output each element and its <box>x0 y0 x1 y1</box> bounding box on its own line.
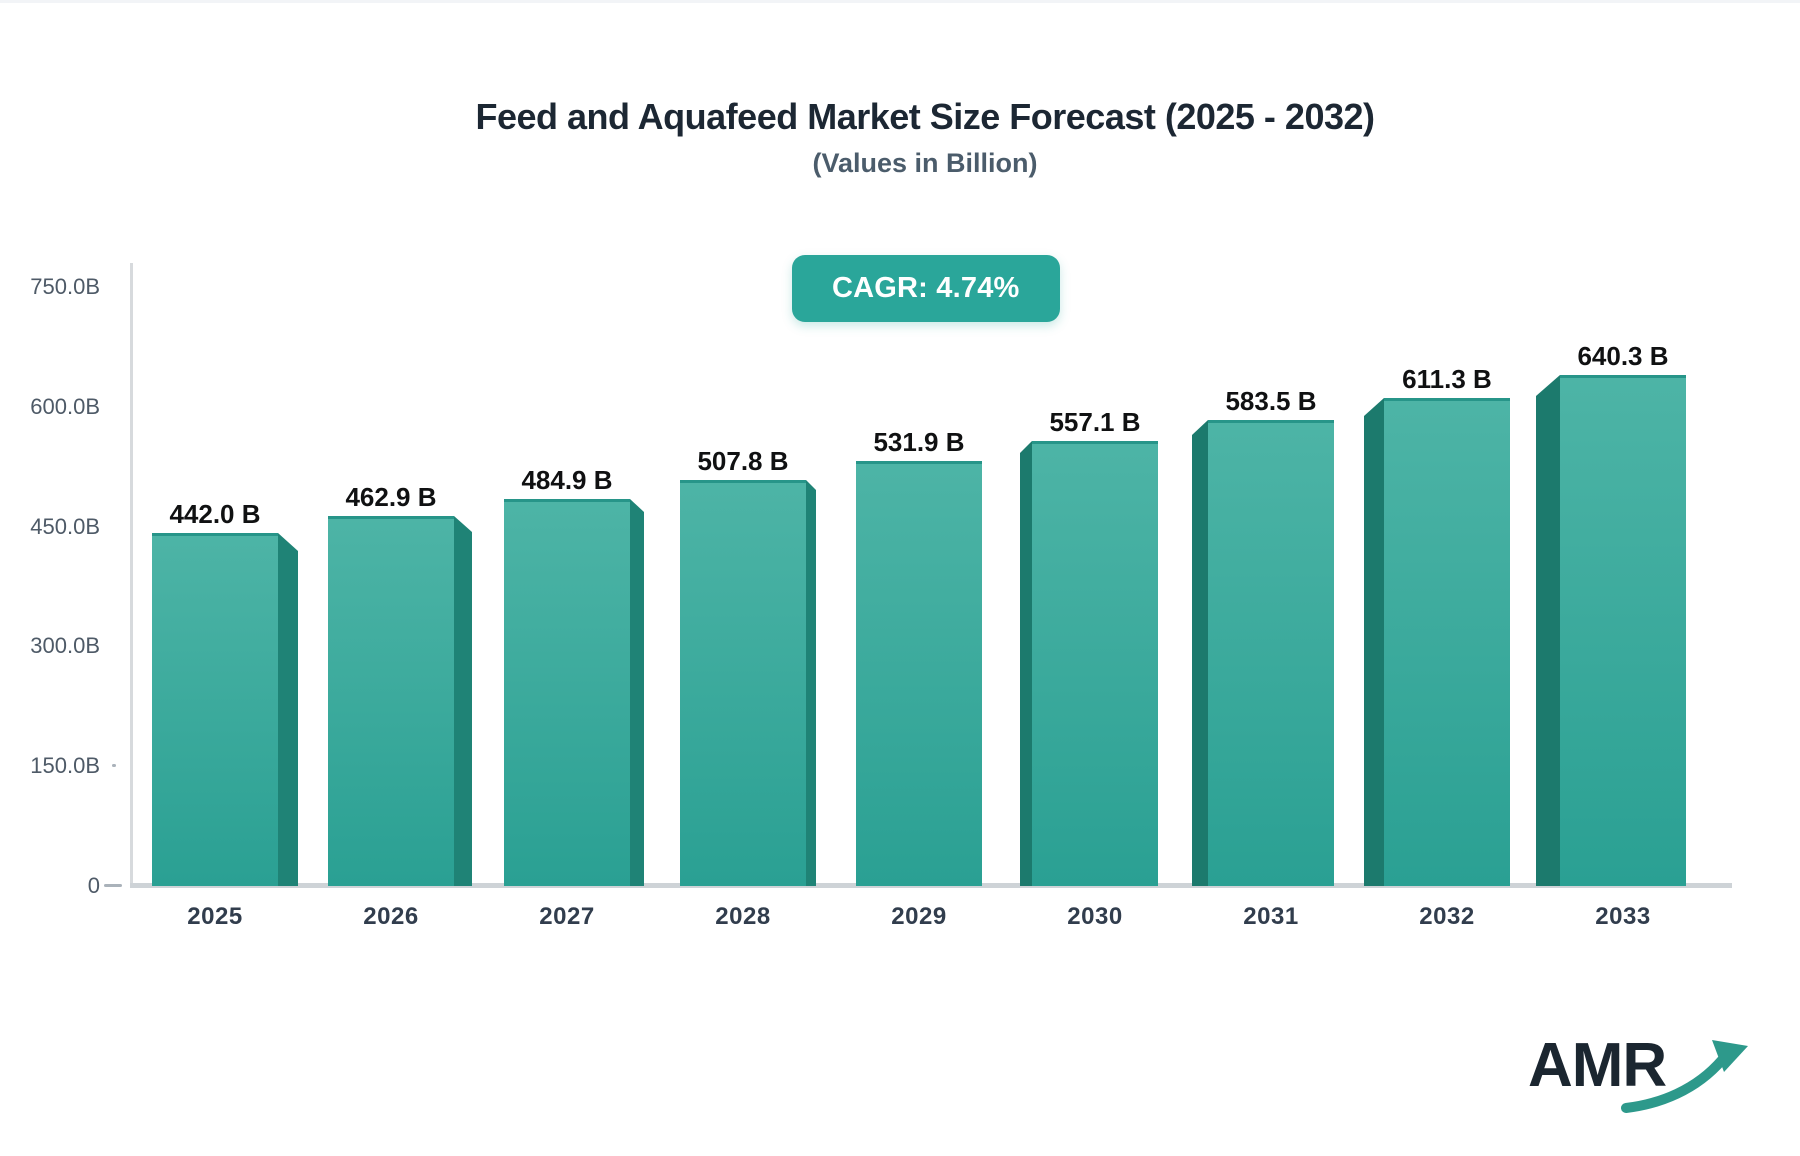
y-tick-label: 150.0B <box>30 753 100 779</box>
bar-2031 <box>1208 420 1334 886</box>
x-tick-label-2032: 2032 <box>1419 903 1475 930</box>
bar-2026 <box>328 516 454 886</box>
x-tick-label-2026: 2026 <box>363 903 419 930</box>
bar-side-2031 <box>1192 420 1208 886</box>
bar-side-2025 <box>278 533 298 886</box>
bar-side-2032 <box>1364 398 1384 886</box>
chart-subtitle: (Values in Billion) <box>812 148 1038 178</box>
x-tick-label-2025: 2025 <box>187 903 243 930</box>
bar-value-label-2030: 557.1 B <box>1049 407 1141 437</box>
x-tick-label-2033: 2033 <box>1595 903 1651 930</box>
bar-2029 <box>856 461 982 886</box>
bar-side-2033 <box>1536 375 1560 886</box>
y-tick-label: 600.0B <box>30 393 100 419</box>
bar-2030 <box>1032 441 1158 886</box>
bar-value-label-2026: 462.9 B <box>345 482 437 512</box>
y-tick-label: 300.0B <box>30 633 100 659</box>
bar-2027 <box>504 499 630 886</box>
bar-value-label-2027: 484.9 B <box>521 465 613 495</box>
x-tick-label-2031: 2031 <box>1243 903 1299 930</box>
bar-value-label-2029: 531.9 B <box>873 427 965 457</box>
x-tick-label-2027: 2027 <box>539 903 595 930</box>
bar-side-2027 <box>630 499 644 886</box>
growth-arrow-icon <box>1621 1040 1748 1113</box>
bar-2025 <box>152 533 278 886</box>
bar-value-label-2032: 611.3 B <box>1402 364 1492 394</box>
bar-side-2030 <box>1020 441 1032 886</box>
amr-logo: AMR <box>1528 1030 1758 1120</box>
bar-value-label-2033: 640.3 B <box>1577 341 1669 371</box>
y-tick-mark <box>104 884 122 887</box>
x-tick-label-2029: 2029 <box>891 903 947 930</box>
chart-title: Feed and Aquafeed Market Size Forecast (… <box>475 96 1375 137</box>
y-tick-label: 0 <box>87 873 100 898</box>
x-tick-label-2030: 2030 <box>1067 903 1123 930</box>
bar-value-label-2031: 583.5 B <box>1225 386 1317 416</box>
cagr-badge-label: CAGR: 4.74% <box>832 272 1020 304</box>
y-tick-label: 750.0B <box>30 274 100 299</box>
bar-side-2026 <box>454 516 472 886</box>
amr-logo-text: AMR <box>1528 1031 1667 1100</box>
y-tick-label: 450.0B <box>30 513 100 539</box>
y-axis-line <box>130 263 133 888</box>
bar-2033 <box>1560 375 1686 886</box>
window-top-edge <box>0 0 1800 3</box>
bar-2028 <box>680 480 806 886</box>
bar-side-2028 <box>806 480 816 886</box>
x-tick-label-2028: 2028 <box>715 903 771 930</box>
bar-value-label-2028: 507.8 B <box>697 446 789 476</box>
cagr-badge: CAGR: 4.74% <box>792 255 1060 322</box>
y-tick-mark <box>112 764 116 768</box>
bar-2032 <box>1384 398 1510 886</box>
bar-value-label-2025: 442.0 B <box>169 499 261 529</box>
